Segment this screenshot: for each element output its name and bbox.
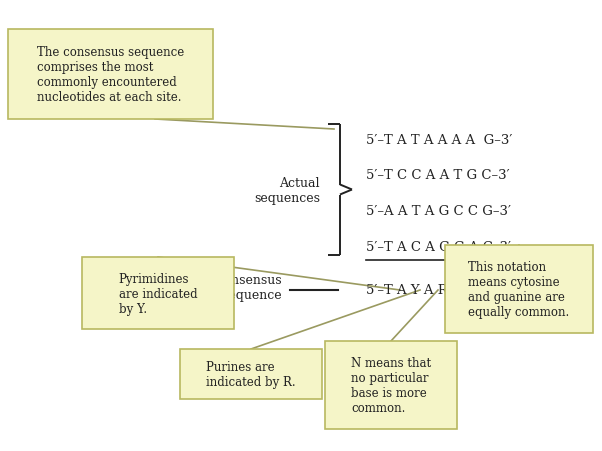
FancyBboxPatch shape <box>8 30 213 120</box>
Text: 5′–T A C A G G A C–3′: 5′–T A C A G G A C–3′ <box>366 241 511 254</box>
Text: Actual
sequences: Actual sequences <box>254 177 320 205</box>
Text: Consensus
sequence: Consensus sequence <box>214 273 282 301</box>
Text: N means that
no particular
base is more
common.: N means that no particular base is more … <box>351 356 431 414</box>
Text: This notation
means cytosine
and guanine are
equally common.: This notation means cytosine and guanine… <box>468 260 569 318</box>
Text: 5′–T C C A A T G C–3′: 5′–T C C A A T G C–3′ <box>366 169 510 182</box>
Text: Purines are
indicated by R.: Purines are indicated by R. <box>206 360 296 388</box>
Text: Pyrimidines
are indicated
by Y.: Pyrimidines are indicated by Y. <box>119 272 197 315</box>
FancyBboxPatch shape <box>82 258 234 329</box>
Text: The consensus sequence
comprises the most
commonly encountered
nucleotides at ea: The consensus sequence comprises the mos… <box>37 46 184 104</box>
Text: C/G: C/G <box>513 276 529 285</box>
Text: 5′–T A Y A R N A: 5′–T A Y A R N A <box>366 284 477 297</box>
FancyBboxPatch shape <box>445 245 593 333</box>
FancyBboxPatch shape <box>180 349 322 399</box>
Text: 5′–A A T A G C C G–3′: 5′–A A T A G C C G–3′ <box>366 205 511 218</box>
Text: –3′: –3′ <box>534 284 552 297</box>
Text: 5′–T A T A A A A  G–3′: 5′–T A T A A A A G–3′ <box>366 133 512 146</box>
FancyBboxPatch shape <box>325 341 457 429</box>
